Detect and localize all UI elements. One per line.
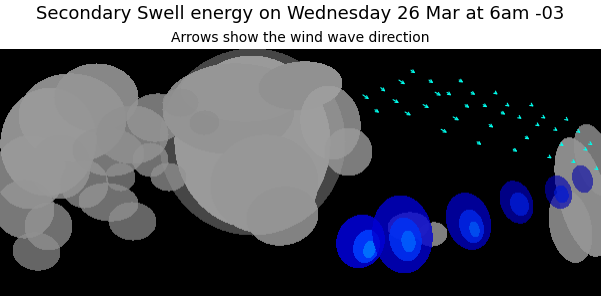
Text: Secondary Swell energy on Wednesday 26 Mar at 6am -03: Secondary Swell energy on Wednesday 26 M… (36, 5, 565, 23)
Text: Arrows show the wind wave direction: Arrows show the wind wave direction (171, 31, 430, 45)
